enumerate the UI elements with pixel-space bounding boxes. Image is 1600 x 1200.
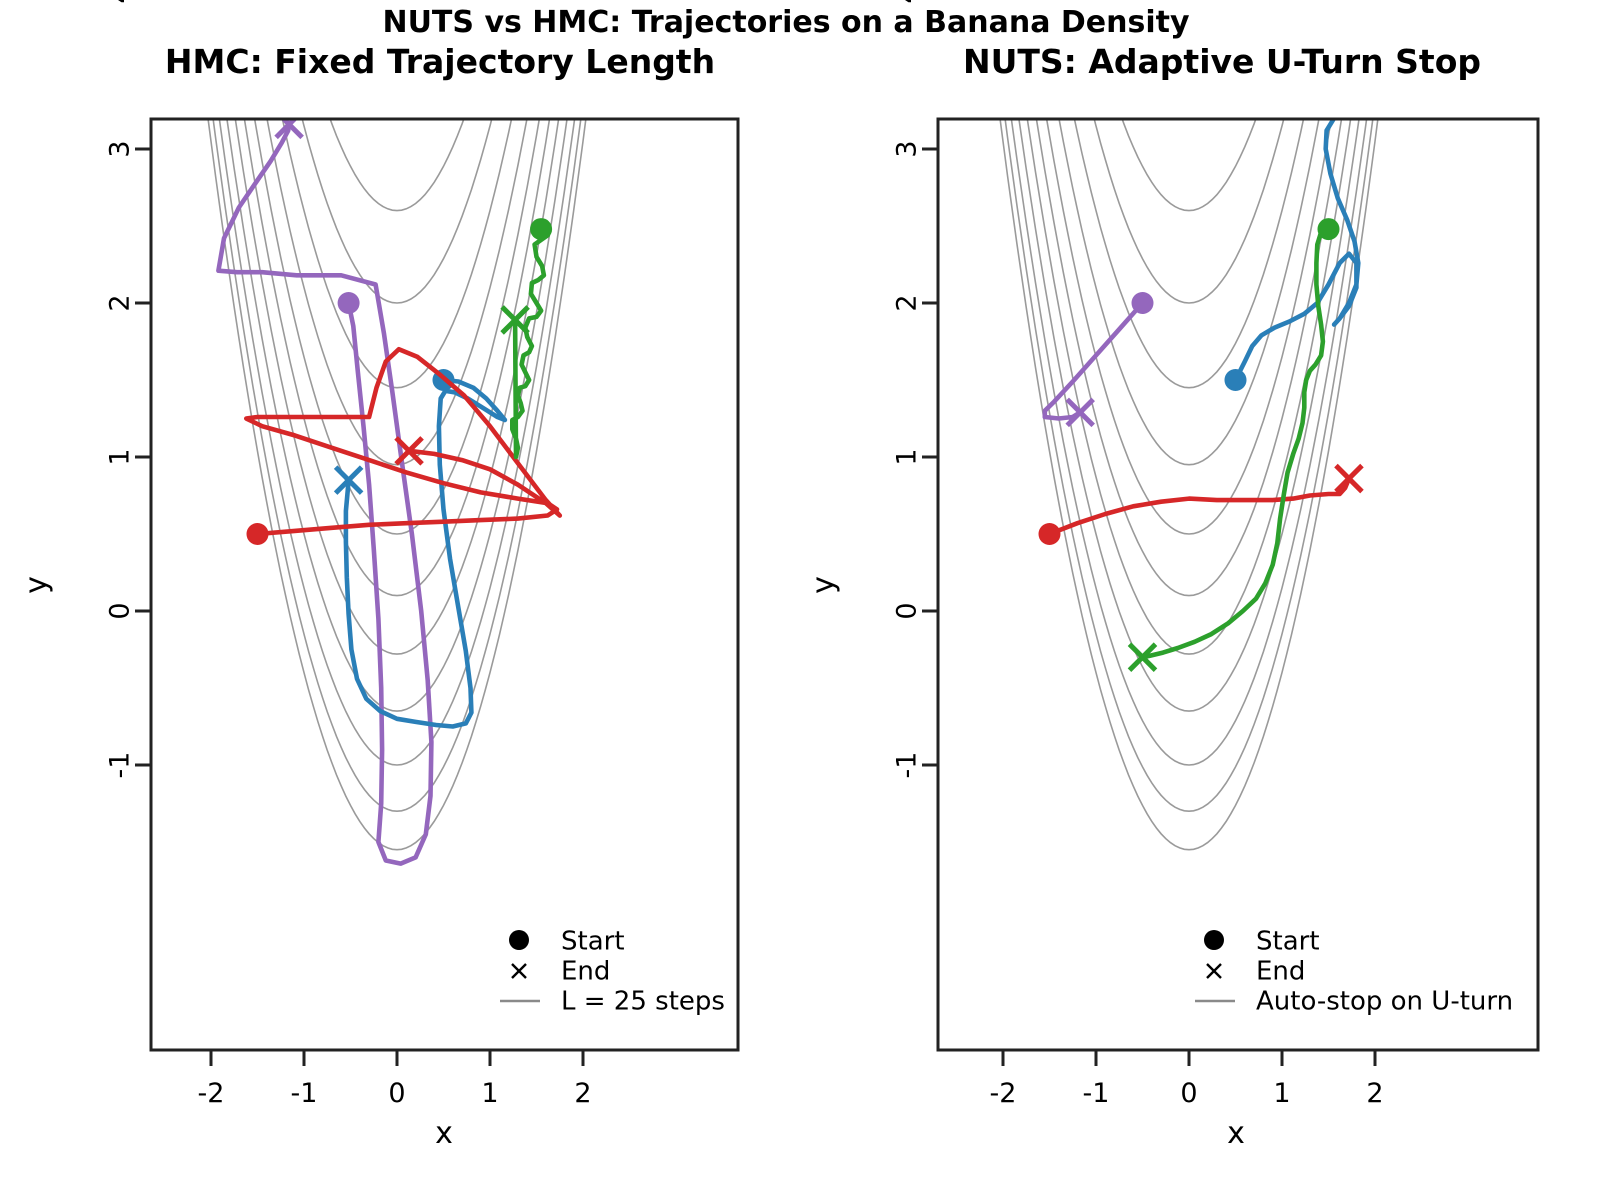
- panel-nuts-contours: [999, 119, 1379, 851]
- panel-hmc-xaxis: -2 -1 0 1 2: [198, 1050, 592, 1109]
- trajectory-chain-green: [509, 226, 550, 460]
- legend-line-label: L = 25 steps: [561, 987, 725, 1017]
- start-marker-chain-purple: [337, 292, 360, 314]
- panel-nuts-xlabel: x: [1227, 1116, 1245, 1151]
- contour-line: [329, 119, 465, 212]
- contour-line: [234, 119, 560, 655]
- contour-line: [301, 119, 493, 304]
- contour-line: [1045, 119, 1333, 535]
- figure-suptitle: NUTS vs HMC: Trajectories on a Banana De…: [382, 5, 1190, 40]
- start-marker-chain-green: [1317, 218, 1340, 241]
- legend-line-label: Auto-stop on U-turn: [1256, 987, 1513, 1017]
- contour-line: [226, 119, 568, 712]
- contour-line: [243, 119, 551, 597]
- y-tick-label: -1: [892, 752, 923, 779]
- trajectory-chain-blue: [1233, 119, 1361, 383]
- panel-nuts-yaxis: -1 0 1 2 3 4: [892, 0, 938, 779]
- contour-line: [1004, 119, 1374, 813]
- panel-nuts-trajectories: [1038, 119, 1364, 672]
- x-tick-label: 1: [481, 1078, 498, 1109]
- trajectory-chain-purple: [216, 122, 434, 866]
- contour-line: [1010, 119, 1368, 766]
- x-tick-label: 2: [574, 1078, 591, 1109]
- legend-end-label: End: [561, 957, 610, 987]
- y-tick-label: 1: [892, 448, 923, 465]
- trajectory-chain-green: [1140, 226, 1331, 660]
- panel-nuts-legend: Start End Auto-stop on U-turn: [1195, 927, 1513, 1017]
- panel-nuts-ylabel: y: [806, 576, 841, 594]
- start-marker-chain-red: [246, 523, 269, 545]
- y-tick-label: 0: [892, 602, 923, 619]
- contour-line: [1073, 119, 1305, 389]
- y-tick-label: 4: [892, 0, 923, 4]
- trajectory-chain-blue: [343, 377, 508, 729]
- end-marker-chain-red: [394, 436, 424, 466]
- contour-line: [281, 119, 513, 389]
- end-marker-chain-green: [500, 305, 530, 335]
- x-tick-label: 2: [1366, 1078, 1383, 1109]
- y-tick-label: 2: [105, 294, 136, 311]
- legend-end-marker: [1206, 963, 1222, 979]
- start-marker-chain-blue: [1224, 369, 1247, 391]
- start-marker-chain-green: [530, 218, 553, 241]
- x-tick-label: 0: [1180, 1078, 1197, 1109]
- contour-line: [1058, 119, 1320, 466]
- end-marker-chain-purple: [1065, 397, 1095, 428]
- y-tick-label: 3: [892, 140, 923, 157]
- panel-hmc-ylabel: y: [19, 576, 54, 594]
- trajectory-chain-red: [1047, 476, 1352, 537]
- panel-hmc-legend: Start End L = 25 steps: [500, 927, 725, 1017]
- legend-end-marker: [511, 963, 527, 979]
- contour-line: [1026, 119, 1352, 655]
- end-marker-chain-green: [1127, 642, 1158, 672]
- contour-line: [218, 119, 576, 766]
- start-marker-chain-red: [1038, 523, 1061, 545]
- panel-hmc: HMC: Fixed Trajectory Length -2 -1 0 1 2 -1 0…: [19, 0, 740, 1151]
- panel-hmc-yaxis: -1 0 1 2 3 4: [105, 0, 151, 779]
- y-tick-label: 0: [105, 602, 136, 619]
- panel-hmc-title: HMC: Fixed Trajectory Length: [165, 42, 715, 81]
- panel-nuts-xaxis: -2 -1 0 1 2: [990, 1050, 1384, 1109]
- x-tick-label: -2: [990, 1078, 1017, 1109]
- legend-start-label: Start: [561, 927, 625, 957]
- contour-line: [1121, 119, 1257, 212]
- y-tick-label: 1: [105, 448, 136, 465]
- trajectory-chain-red: [244, 346, 563, 537]
- y-tick-label: 3: [105, 140, 136, 157]
- y-tick-label: 2: [892, 294, 923, 311]
- end-marker-chain-red: [1334, 463, 1364, 494]
- x-tick-label: -1: [1083, 1078, 1110, 1109]
- panel-hmc-trajectories: [216, 119, 563, 866]
- end-marker-chain-blue: [333, 465, 364, 495]
- contour-line: [1093, 119, 1285, 304]
- y-tick-label: 4: [105, 0, 136, 4]
- legend-start-marker: [1204, 930, 1224, 950]
- contour-line: [1018, 119, 1360, 712]
- contour-line: [999, 119, 1379, 851]
- trajectory-chain-purple: [1042, 300, 1145, 421]
- legend-start-marker: [509, 930, 529, 950]
- contour-line: [1035, 119, 1343, 597]
- y-tick-label: -1: [105, 752, 136, 779]
- x-tick-label: 0: [388, 1078, 405, 1109]
- panel-hmc-xlabel: x: [435, 1116, 453, 1151]
- contour-line: [212, 119, 582, 813]
- panel-nuts-frame: [936, 117, 1540, 1052]
- start-marker-chain-purple: [1131, 292, 1154, 314]
- x-tick-label: 1: [1273, 1078, 1290, 1109]
- panel-hmc-frame: [149, 117, 740, 1052]
- contour-line: [253, 119, 541, 535]
- panel-nuts: NUTS: Adaptive U-Turn Stop -2 -1 0 1 2 -1 0 1 2…: [806, 0, 1540, 1151]
- legend-start-label: Start: [1256, 927, 1320, 957]
- end-marker-chain-purple: [274, 119, 304, 140]
- legend-end-label: End: [1256, 957, 1305, 987]
- panel-nuts-title: NUTS: Adaptive U-Turn Stop: [963, 42, 1481, 81]
- x-tick-label: -1: [291, 1078, 318, 1109]
- contour-line: [207, 119, 587, 851]
- x-tick-label: -2: [198, 1078, 225, 1109]
